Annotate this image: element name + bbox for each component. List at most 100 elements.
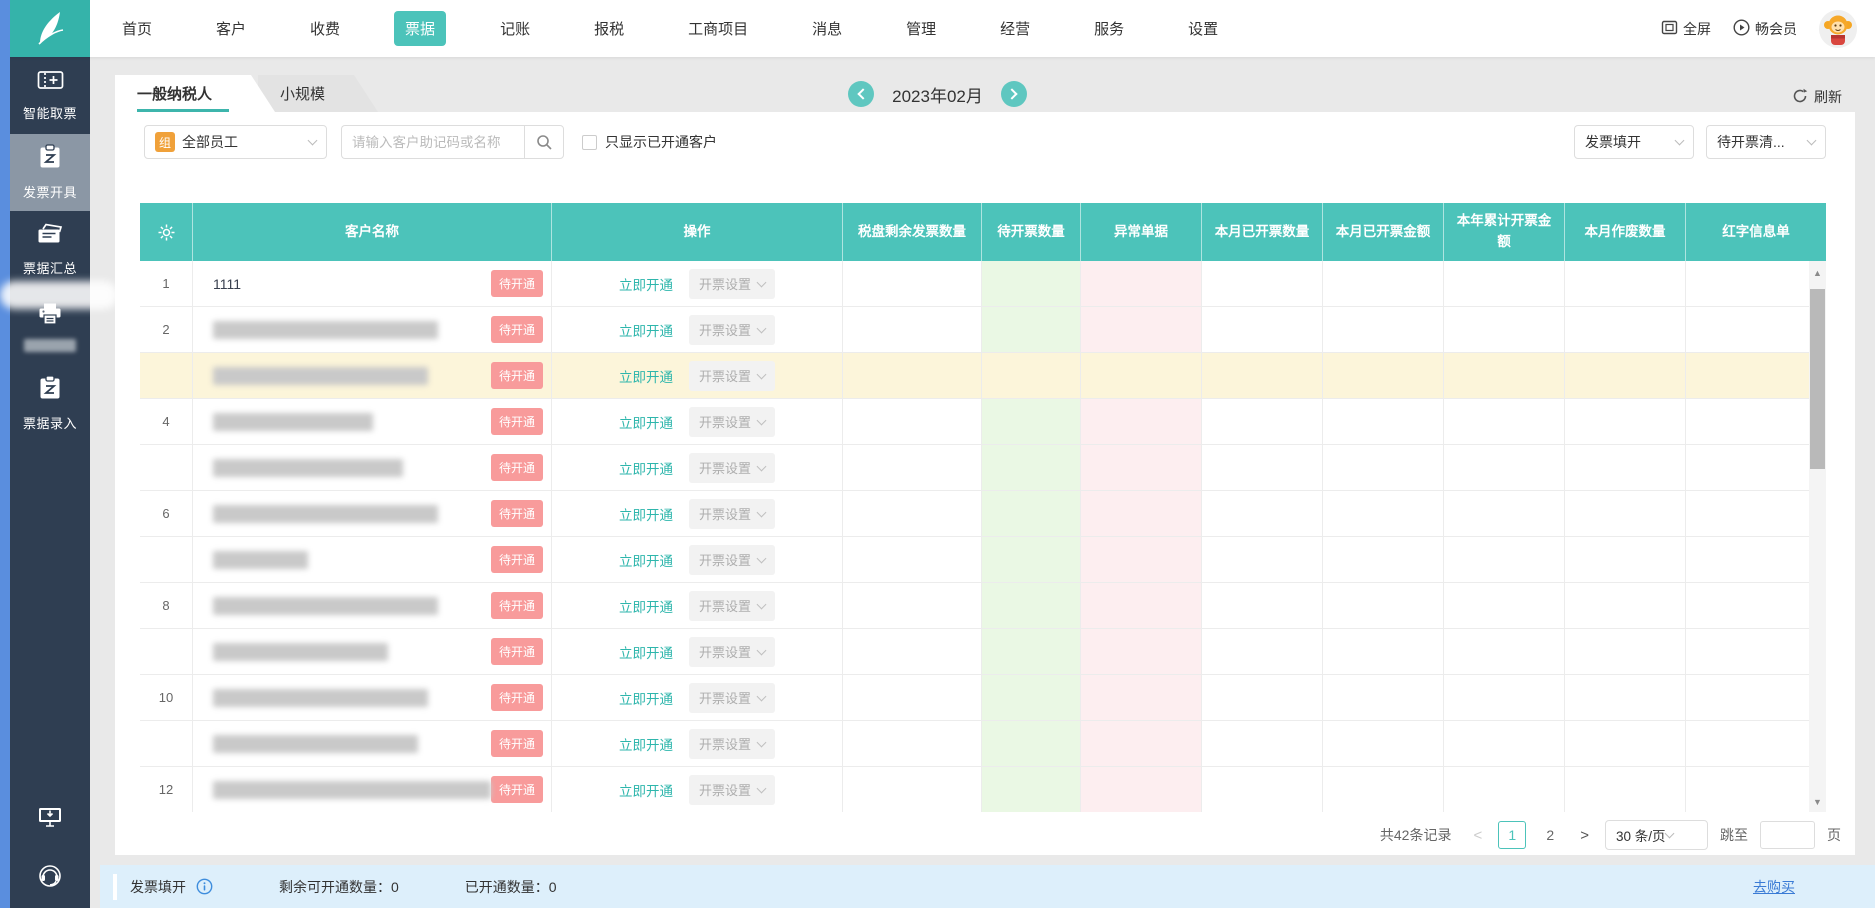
column-settings-button[interactable] xyxy=(140,203,193,261)
page-number-2[interactable]: 2 xyxy=(1546,827,1555,843)
open-now-link[interactable]: 立即开通 xyxy=(618,277,673,293)
red-letter-cell xyxy=(1686,537,1826,583)
buy-link[interactable]: 去购买 xyxy=(1753,878,1795,895)
scrollbar-thumb[interactable] xyxy=(1810,289,1825,469)
status-badge: 待开通 xyxy=(490,270,543,297)
open-now-link[interactable]: 立即开通 xyxy=(618,645,673,661)
open-now-link[interactable]: 立即开通 xyxy=(618,783,673,799)
customers-table: 客户名称 操作 税盘剩余发票数量 待开票数量 异常单据 本月已开票数量 本月已开票金额 本年累… xyxy=(140,203,1826,812)
open-now-link[interactable]: 立即开通 xyxy=(618,507,673,523)
column-header-3[interactable]: 税盘剩余发票数量 xyxy=(843,203,982,261)
column-header-8[interactable]: 本年累计开票金额 xyxy=(1444,203,1565,261)
app-logo[interactable] xyxy=(10,0,90,57)
top-nav-item-10[interactable]: 经营 xyxy=(1000,21,1031,38)
top-nav-item-2[interactable]: 客户 xyxy=(216,21,247,38)
abnormal-doc-cell xyxy=(1081,445,1202,491)
info-icon[interactable] xyxy=(196,878,213,895)
sidebar-item-智能取票[interactable]: 智能取票 xyxy=(10,57,90,134)
chevron-down-icon xyxy=(756,461,767,471)
chevron-right-icon xyxy=(1006,88,1019,100)
next-page-button[interactable]: > xyxy=(1580,826,1589,844)
disk-remaining-cell xyxy=(843,353,982,399)
opened-count: 已开通数量：0 xyxy=(464,878,557,895)
refresh-button[interactable]: 刷新 xyxy=(1792,87,1842,107)
month-count-cell xyxy=(1202,491,1323,537)
open-now-link[interactable]: 立即开通 xyxy=(618,323,673,339)
top-nav-item-12[interactable]: 设置 xyxy=(1188,21,1219,38)
jump-page-input[interactable] xyxy=(1760,821,1815,849)
user-avatar[interactable] xyxy=(1819,9,1857,48)
actions-cell: 立即开通 开票设置 xyxy=(552,307,843,353)
member-button[interactable]: 畅会员 xyxy=(1733,19,1797,39)
page-number-1[interactable]: 1 xyxy=(1498,821,1527,849)
download-client-icon[interactable] xyxy=(37,806,63,835)
top-nav-item-4[interactable]: 票据 xyxy=(394,11,447,46)
top-nav-item-5[interactable]: 记账 xyxy=(500,21,531,38)
employee-select[interactable]: 组 全部员工 xyxy=(144,125,327,159)
tab-small-scale[interactable]: 小规模 xyxy=(258,75,378,112)
column-header-4[interactable]: 待开票数量 xyxy=(982,203,1081,261)
top-nav-item-6[interactable]: 报税 xyxy=(594,21,625,38)
top-nav-item-7[interactable]: 工商项目 xyxy=(688,21,749,38)
customer-search-input[interactable] xyxy=(341,125,524,159)
top-nav-item-1[interactable]: 首页 xyxy=(122,21,153,38)
open-now-link[interactable]: 立即开通 xyxy=(618,599,673,615)
top-nav-item-9[interactable]: 管理 xyxy=(906,21,937,38)
prev-month-button[interactable] xyxy=(848,81,875,107)
footer-title: 发票填开 xyxy=(130,878,186,895)
invoice-settings-button[interactable]: 开票设置 xyxy=(688,590,775,621)
column-header-9[interactable]: 本月作废数量 xyxy=(1565,203,1686,261)
support-headset-icon[interactable] xyxy=(37,863,63,894)
invoice-settings-button[interactable]: 开票设置 xyxy=(688,682,775,713)
scroll-up-arrow-icon[interactable]: ▲ xyxy=(1813,268,1822,278)
column-header-10[interactable]: 红字信息单 xyxy=(1722,223,1790,239)
invoice-settings-button[interactable]: 开票设置 xyxy=(688,498,775,529)
open-now-link[interactable]: 立即开通 xyxy=(618,415,673,431)
scroll-down-arrow-icon[interactable]: ▼ xyxy=(1813,797,1822,807)
open-now-link[interactable]: 立即开通 xyxy=(618,553,673,569)
disk-remaining-cell xyxy=(843,721,982,767)
vertical-scrollbar[interactable]: ▲ ▼ xyxy=(1809,261,1826,812)
invoice-settings-button[interactable]: 开票设置 xyxy=(688,314,775,345)
list-mode-select[interactable]: 待开票清... xyxy=(1706,125,1826,159)
open-now-link[interactable]: 立即开通 xyxy=(618,691,673,707)
prev-page-button[interactable]: < xyxy=(1473,826,1483,844)
open-now-link[interactable]: 立即开通 xyxy=(618,461,673,477)
tab-general-taxpayer[interactable]: 一般纳税人 xyxy=(115,75,275,112)
invoice-settings-button[interactable]: 开票设置 xyxy=(688,268,775,299)
void-count-cell xyxy=(1565,767,1686,812)
invoice-settings-button[interactable]: 开票设置 xyxy=(688,774,775,805)
month-amount-cell xyxy=(1323,675,1444,721)
top-nav-item-8[interactable]: 消息 xyxy=(812,21,843,38)
abnormal-doc-cell xyxy=(1081,353,1202,399)
invoice-mode-select[interactable]: 发票填开 xyxy=(1574,125,1694,159)
top-nav-item-11[interactable]: 服务 xyxy=(1094,21,1125,38)
invoice-settings-button[interactable]: 开票设置 xyxy=(688,360,775,391)
fullscreen-button[interactable]: 全屏 xyxy=(1661,19,1711,39)
column-header-5[interactable]: 异常单据 xyxy=(1081,203,1202,261)
column-header-7[interactable]: 本月已开票金额 xyxy=(1323,203,1444,261)
sidebar-item-发票开具[interactable]: 发票开具 xyxy=(10,134,90,211)
column-header-2[interactable]: 操作 xyxy=(552,203,843,261)
next-month-button[interactable] xyxy=(1000,81,1027,107)
sidebar-item-票据汇总[interactable]: 票据汇总 xyxy=(10,211,90,288)
page-size-select[interactable]: 30 条/页 xyxy=(1605,820,1708,850)
invoice-settings-button[interactable]: 开票设置 xyxy=(688,636,775,667)
invoice-settings-button[interactable]: 开票设置 xyxy=(688,452,775,483)
invoice-settings-button[interactable]: 开票设置 xyxy=(688,406,775,437)
invoice-settings-button[interactable]: 开票设置 xyxy=(688,728,775,759)
open-now-link[interactable]: 立即开通 xyxy=(618,369,673,385)
customer-name xyxy=(213,734,418,753)
abnormal-doc-cell xyxy=(1081,307,1202,353)
top-nav-item-3[interactable]: 收费 xyxy=(310,21,341,38)
entry-clipboard-icon xyxy=(38,375,62,406)
column-header-6[interactable]: 本月已开票数量 xyxy=(1202,203,1323,261)
invoice-settings-button[interactable]: 开票设置 xyxy=(688,544,775,575)
search-button[interactable] xyxy=(524,125,564,159)
top-bar: 首页 客户 收费 票据 记账 报税 工商项目 消息 管理 经营 服务 设置 全屏 畅会员 xyxy=(0,0,1875,57)
sidebar-item-票据录入[interactable]: 票据录入 xyxy=(10,365,90,442)
open-now-link[interactable]: 立即开通 xyxy=(618,737,673,753)
opened-only-checkbox[interactable]: 只显示已开通客户 xyxy=(582,132,717,152)
gear-icon xyxy=(158,224,174,240)
column-header-1[interactable]: 客户名称 xyxy=(193,203,552,261)
